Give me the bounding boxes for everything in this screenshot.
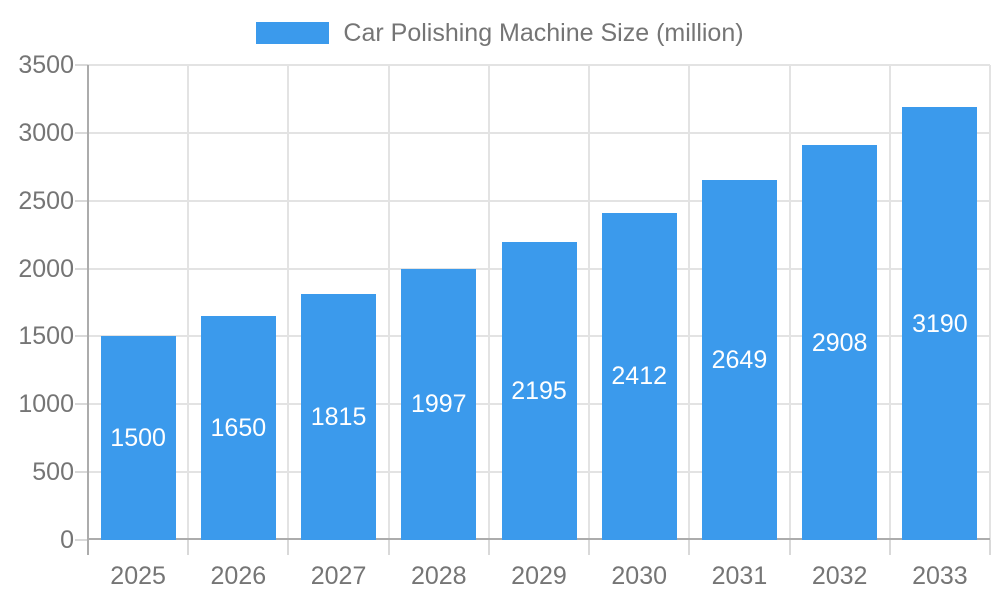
- y-tick: [75, 131, 88, 134]
- x-tick-label: 2029: [511, 562, 567, 590]
- x-tick: [888, 540, 891, 555]
- bar-value-label: 3190: [912, 309, 968, 338]
- y-tick: [75, 335, 88, 338]
- x-gridline: [688, 65, 691, 540]
- bar-value-label: 1997: [410, 390, 467, 419]
- x-tick: [989, 540, 991, 555]
- x-tick: [187, 540, 190, 555]
- y-tick-label: 3000: [18, 118, 74, 147]
- y-tick-label: 1500: [18, 322, 74, 351]
- legend-swatch: [256, 22, 330, 44]
- x-gridline: [588, 65, 591, 540]
- x-tick: [387, 540, 390, 555]
- bar: [200, 316, 276, 540]
- bar: [301, 293, 377, 540]
- y-tick-label: 3500: [18, 51, 74, 79]
- bar: [902, 107, 978, 540]
- y-gridline: [88, 131, 990, 134]
- bar-value-label: 2195: [511, 377, 567, 406]
- x-tick-label: 2031: [711, 562, 768, 590]
- y-tick-label: 2500: [18, 186, 74, 215]
- y-tick-label: 0: [60, 526, 74, 554]
- bar-value-label: 2412: [611, 362, 668, 391]
- bar-value-label: 1500: [110, 424, 166, 453]
- y-tick-label: 500: [32, 458, 74, 487]
- x-tick-label: 2026: [210, 562, 267, 590]
- bar-value-label: 1650: [210, 414, 267, 443]
- legend-label: Car Polishing Machine Size (million): [343, 19, 744, 47]
- x-gridline: [187, 65, 190, 540]
- x-tick-label: 2033: [912, 562, 968, 590]
- x-gridline: [287, 65, 290, 540]
- y-tick: [75, 471, 88, 474]
- bar: [100, 336, 176, 540]
- x-tick: [588, 540, 591, 555]
- y-tick: [75, 267, 88, 270]
- y-gridline: [88, 199, 990, 202]
- x-gridline: [989, 65, 991, 540]
- bar-value-label: 2908: [811, 328, 868, 357]
- bar-value-label: 1815: [310, 402, 367, 431]
- x-gridline: [888, 65, 891, 540]
- y-axis-line: [87, 65, 89, 555]
- bar: [401, 268, 477, 540]
- legend-item[interactable]: Car Polishing Machine Size (million): [256, 19, 744, 47]
- bar: [802, 145, 878, 540]
- x-tick-label: 2028: [410, 562, 467, 590]
- legend: Car Polishing Machine Size (million): [0, 20, 1000, 46]
- y-tick-label: 2000: [18, 254, 74, 283]
- y-tick-label: 1000: [18, 390, 74, 419]
- y-tick: [75, 403, 88, 406]
- x-tick-label: 2030: [611, 562, 668, 590]
- x-tick: [688, 540, 691, 555]
- bar-value-label: 2649: [711, 346, 768, 375]
- x-tick-label: 2032: [811, 562, 868, 590]
- bar: [701, 180, 777, 540]
- y-tick: [75, 64, 88, 66]
- y-tick: [75, 539, 88, 541]
- x-gridline: [487, 65, 490, 540]
- y-tick: [75, 199, 88, 202]
- bar: [501, 242, 577, 540]
- y-gridline: [88, 64, 990, 66]
- x-gridline: [387, 65, 390, 540]
- x-tick: [487, 540, 490, 555]
- x-tick-label: 2025: [110, 562, 166, 590]
- x-gridline: [788, 65, 791, 540]
- x-tick: [287, 540, 290, 555]
- bar: [601, 212, 677, 540]
- x-tick-label: 2027: [310, 562, 367, 590]
- x-tick: [788, 540, 791, 555]
